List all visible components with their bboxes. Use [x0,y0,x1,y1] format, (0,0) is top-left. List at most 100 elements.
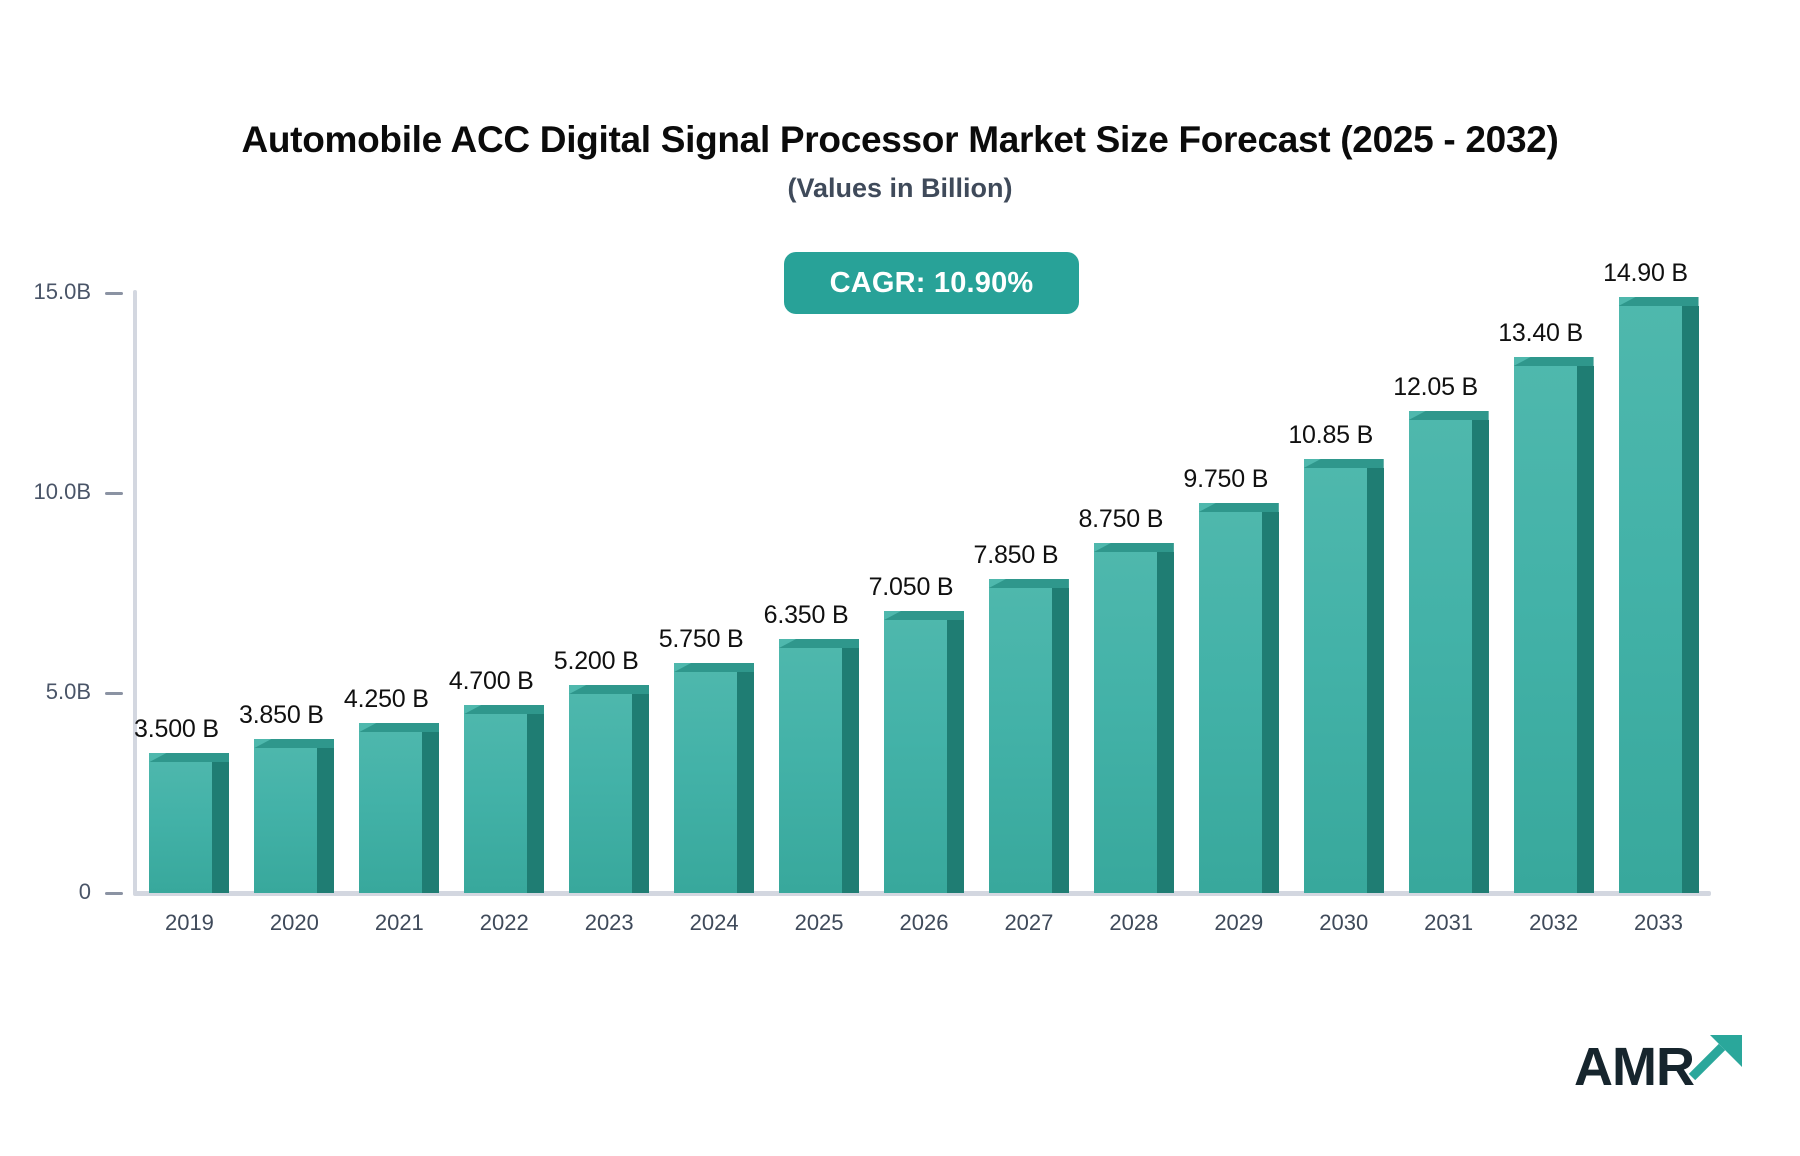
bar-side-face [1576,366,1594,893]
bar-side-face [632,694,650,893]
bar-2024 [674,663,755,893]
bar-value-label: 4.700 B [448,667,534,695]
bar-front-face [1093,543,1157,893]
bar-value-label: 4.250 B [343,685,429,713]
growth-arrow-icon [1688,1031,1748,1088]
bar-2031 [1408,411,1489,893]
bar-2021 [359,723,440,893]
page-subtitle: (Values in Billion) [787,173,1013,203]
bar-2033 [1618,297,1699,893]
bar-2025 [779,639,860,893]
bar-side-face [1051,588,1069,893]
bar-side-face [1366,468,1384,893]
bar-front-face [149,753,213,893]
bar-2030 [1303,459,1384,893]
bar-top-face [884,611,964,620]
y-axis-tick-label: 0 [78,879,91,904]
bar-side-face [737,672,755,893]
bar-top-face [149,753,230,762]
bar-value-label: 7.050 B [868,573,954,601]
x-axis-label-2027: 2027 [1004,910,1054,935]
cagr-badge-label: CAGR: 10.90% [829,266,1034,299]
x-axis-label-2021: 2021 [374,910,424,935]
bar-front-face [779,639,843,893]
x-axis-label-2019: 2019 [164,910,214,935]
y-axis-tick-mark [105,891,123,895]
bar-side-face [1471,420,1489,893]
bar-top-face [464,705,545,714]
bar-top-face [779,639,860,648]
x-axis-label-2026: 2026 [899,910,949,935]
bar-front-face [464,705,528,893]
y-axis-tick-mark [105,491,123,495]
bar-top-face [359,723,440,732]
bar-value-label: 13.40 B [1498,319,1583,347]
bar-top-face [988,579,1069,588]
bar-2032 [1513,357,1594,893]
bar-2027 [988,579,1069,893]
bar-value-label: 9.750 B [1183,465,1269,493]
bar-top-face [254,739,335,748]
bar-value-label: 3.850 B [238,701,324,729]
page-title: Automobile ACC Digital Signal Processor … [241,119,1559,160]
y-axis-tick-label: 10.0B [33,479,92,504]
bar-top-face [1198,503,1279,512]
bar-front-face [254,739,318,893]
bar-front-face [674,663,738,893]
bar-2026 [884,611,964,893]
y-axis-tick-mark [105,291,123,295]
x-axis-label-2022: 2022 [479,910,529,935]
bar-value-label: 6.350 B [763,601,849,629]
bar-top-face [674,663,755,672]
x-axis-label-2029: 2029 [1214,910,1264,935]
bar-front-face [1198,503,1262,893]
bar-top-face [1618,297,1699,306]
x-axis-label-2025: 2025 [794,910,844,935]
bar-side-face [1261,512,1279,893]
amr-logo-text: AMR [1574,1037,1695,1097]
bar-top-face [569,685,650,694]
bar-2022 [464,705,545,893]
bar-value-label: 3.500 B [134,715,219,743]
bar-top-face [1513,357,1594,366]
bar-side-face [1156,552,1174,893]
bar-top-face [1408,411,1489,420]
y-axis-tick-label: 15.0B [33,279,92,304]
bar-value-label: 14.90 B [1603,259,1688,287]
bar-top-face [1093,543,1174,552]
x-axis-label-2024: 2024 [689,910,739,935]
bar-side-face [212,762,230,893]
bar-value-label: 8.750 B [1078,505,1164,533]
bar-2019 [149,753,230,893]
bar-value-label: 10.85 B [1288,421,1374,449]
x-axis-line [133,891,1711,896]
bar-front-face [359,723,423,893]
bar-front-face [988,579,1052,893]
x-axis-label-2020: 2020 [269,910,319,935]
x-axis-label-2028: 2028 [1109,910,1159,935]
bar-value-label: 5.200 B [553,647,639,675]
bar-value-label: 7.850 B [973,541,1059,569]
y-axis-tick-label: 5.0B [45,679,91,704]
y-axis-line [133,290,137,895]
bar-side-face [947,620,964,893]
cagr-badge: CAGR: 10.90% [784,252,1079,314]
bar-value-label: 12.05 B [1393,373,1479,401]
bar-side-face [422,732,440,893]
amr-logo: AMR [1574,1031,1748,1094]
bar-side-face [1681,306,1699,893]
bar-value-label: 5.750 B [658,625,744,653]
x-axis-label-2032: 2032 [1529,910,1579,935]
bar-2023 [569,685,650,893]
bar-front-face [884,611,947,893]
x-axis-label-2031: 2031 [1424,910,1474,935]
y-axis-tick-mark [105,691,123,695]
x-axis-label-2023: 2023 [584,910,634,935]
bar-top-face [1303,459,1384,468]
bar-side-face [317,748,335,893]
bar-side-face [842,648,860,893]
bar-front-face [1513,357,1577,893]
